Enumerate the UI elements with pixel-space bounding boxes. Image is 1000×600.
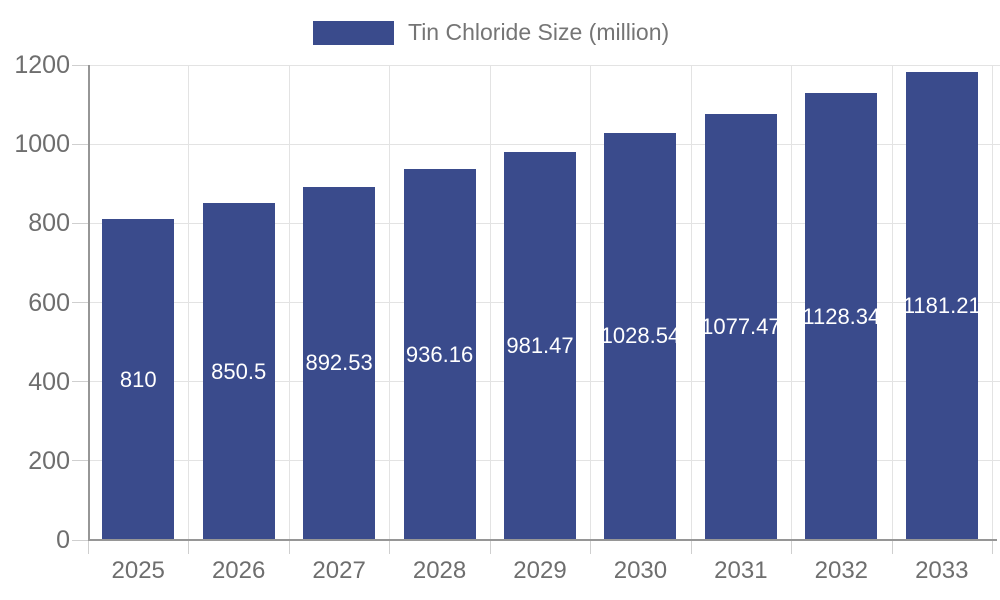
gridline-v <box>791 65 793 540</box>
x-axis-tick <box>389 540 391 554</box>
gridline-v <box>690 65 692 540</box>
y-axis-tick <box>72 222 88 224</box>
gridline-v <box>891 65 893 540</box>
x-axis-label: 2032 <box>814 557 869 584</box>
gridline-v <box>992 65 993 540</box>
bar-2033: 1181.21 <box>905 72 978 540</box>
x-axis-line <box>88 539 997 541</box>
bar-2028: 936.16 <box>403 169 476 540</box>
bar-value-label: 981.47 <box>506 332 574 358</box>
x-axis-label: 2026 <box>211 557 266 584</box>
x-axis-tick <box>489 540 491 554</box>
x-axis-tick <box>690 540 692 554</box>
bar-2026: 850.5 <box>202 203 275 540</box>
y-axis-label: 600 <box>28 288 70 317</box>
gridline-h <box>88 143 1000 145</box>
y-axis-label: 800 <box>28 209 70 238</box>
x-axis-label: 2027 <box>312 557 366 584</box>
x-axis-label: 2030 <box>613 557 668 584</box>
y-axis-tick <box>72 539 88 541</box>
bar-value-label: 1128.34 <box>805 303 878 329</box>
bar-2029: 981.47 <box>504 151 576 540</box>
x-axis-tick <box>992 540 993 554</box>
bar-2027: 892.53 <box>303 186 376 540</box>
legend-swatch <box>313 20 394 45</box>
x-axis-label: 2031 <box>714 557 768 584</box>
x-axis-tick <box>590 540 592 554</box>
y-axis-tick <box>72 460 88 462</box>
bar-2025: 810 <box>102 219 175 540</box>
y-axis-label: 1200 <box>14 51 70 79</box>
gridline-v <box>489 65 491 540</box>
legend[interactable]: Tin Chloride Size (million) <box>313 19 669 46</box>
x-axis-tick <box>88 540 89 554</box>
x-axis-label: 2033 <box>915 557 969 584</box>
y-axis-label: 0 <box>56 526 70 554</box>
y-axis-label: 200 <box>28 446 70 475</box>
bar-value-label: 892.53 <box>305 350 373 376</box>
bar-value-label: 1181.21 <box>905 293 978 319</box>
x-axis-label: 2029 <box>513 557 567 584</box>
x-axis-label: 2025 <box>111 557 165 584</box>
x-axis-tick <box>288 540 290 554</box>
x-axis-label: 2028 <box>412 557 467 584</box>
y-axis-tick <box>72 302 88 303</box>
x-axis-tick <box>891 540 893 554</box>
bar-value-label: 1077.47 <box>704 313 777 339</box>
y-axis-label: 1000 <box>14 130 70 159</box>
bar-value-label: 850.5 <box>211 358 267 384</box>
gridline-h <box>88 64 1000 66</box>
y-axis-line <box>88 65 90 540</box>
gridline-v <box>288 65 290 540</box>
bar-2031: 1077.47 <box>704 113 777 540</box>
y-axis-tick <box>72 381 88 383</box>
bar-value-label: 1028.54 <box>604 323 677 349</box>
y-axis-tick <box>72 143 88 145</box>
x-axis-tick <box>791 540 793 554</box>
bar-2030: 1028.54 <box>604 132 677 540</box>
y-axis-label: 400 <box>28 367 70 396</box>
gridline-v <box>188 65 190 540</box>
gridline-v <box>590 65 592 540</box>
bar-value-label: 936.16 <box>405 341 474 367</box>
x-axis-tick <box>188 540 190 554</box>
gridline-v <box>389 65 391 540</box>
bar-2032: 1128.34 <box>805 93 878 540</box>
bar-value-label: 810 <box>119 366 157 392</box>
legend-label: Tin Chloride Size (million) <box>408 19 670 45</box>
y-axis-tick <box>72 64 88 66</box>
